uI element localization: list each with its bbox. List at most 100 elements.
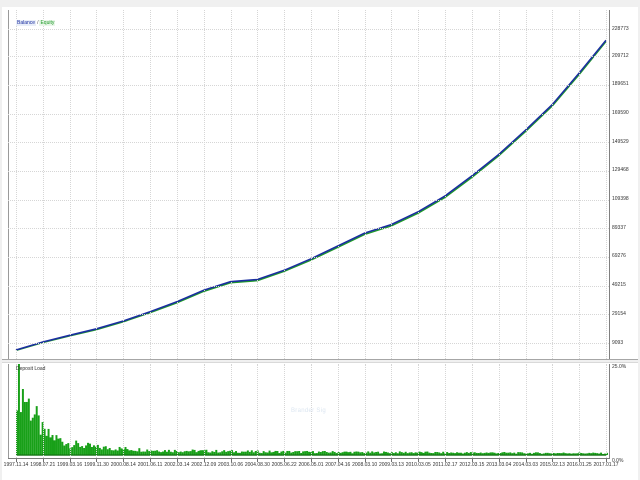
deposit-load-bar bbox=[458, 452, 460, 455]
gridline-vertical bbox=[284, 364, 286, 458]
gridline-vertical bbox=[123, 10, 125, 359]
deposit-load-bar bbox=[17, 364, 20, 455]
deposit-load-bar bbox=[487, 452, 490, 455]
y-axis-tick-label: 189651 bbox=[612, 81, 629, 88]
deposit-load-bar bbox=[53, 440, 56, 455]
deposit-load-bar bbox=[566, 453, 569, 455]
deposit-load-bar bbox=[448, 452, 451, 455]
deposit-load-bar bbox=[546, 452, 549, 455]
deposit-load-bar bbox=[361, 452, 364, 455]
deposit-load-bar bbox=[481, 453, 484, 455]
deposit-load-bar bbox=[477, 453, 480, 455]
deposit-load-bar bbox=[181, 452, 184, 455]
deposit-load-bar bbox=[154, 450, 157, 455]
deposit-load-bar bbox=[355, 451, 358, 455]
deposit-load-bar bbox=[292, 451, 295, 455]
legend-equity-label[interactable]: Equity bbox=[39, 20, 56, 26]
deposit-load-bar bbox=[229, 450, 232, 455]
deposit-load-bar bbox=[392, 453, 395, 455]
deposit-load-bar bbox=[179, 451, 182, 455]
deposit-load-bar bbox=[454, 453, 457, 455]
deposit-load-bar bbox=[89, 443, 91, 455]
deposit-load-bar bbox=[532, 452, 535, 455]
deposit-load-bar bbox=[112, 450, 115, 455]
deposit-load-bar bbox=[313, 453, 316, 455]
deposit-load-bar bbox=[388, 453, 391, 455]
gridline-vertical bbox=[552, 364, 554, 458]
panel-splitter[interactable] bbox=[2, 359, 638, 363]
deposit-load-bar bbox=[254, 451, 257, 455]
deposit-load-bar bbox=[67, 443, 70, 455]
deposit-load-bar bbox=[406, 453, 409, 455]
deposit-load-bar bbox=[586, 453, 589, 455]
gridline-vertical bbox=[606, 364, 607, 458]
deposit-load-bar bbox=[600, 452, 603, 455]
gridline-horizontal bbox=[8, 343, 609, 344]
deposit-load-bar bbox=[146, 449, 149, 455]
window-right-border bbox=[638, 0, 640, 480]
deposit-load-bar bbox=[250, 450, 253, 455]
deposit-load-bar bbox=[128, 450, 131, 455]
y-axis-line bbox=[8, 10, 9, 359]
gridline-horizontal bbox=[8, 84, 609, 86]
deposit-load-bar bbox=[357, 451, 360, 455]
gridline-horizontal bbox=[8, 228, 609, 230]
deposit-load-bar bbox=[124, 447, 127, 455]
deposit-load-bar bbox=[156, 450, 159, 455]
gridline-horizontal bbox=[8, 199, 609, 201]
deposit-load-bar bbox=[27, 398, 30, 455]
deposit-load-bar bbox=[400, 452, 403, 455]
deposit-load-bar bbox=[483, 452, 486, 455]
deposit-load-bar bbox=[428, 452, 431, 455]
deposit-load-bar bbox=[386, 452, 389, 455]
deposit-load-bar bbox=[39, 434, 42, 455]
gridline-vertical bbox=[176, 10, 178, 359]
deposit-load-bar bbox=[288, 450, 291, 455]
gridline-vertical bbox=[150, 364, 152, 458]
deposit-load-bar bbox=[507, 452, 510, 455]
deposit-load-bar bbox=[270, 452, 273, 455]
x-axis-tick-label: 2008.03.10 bbox=[352, 462, 378, 468]
deposit-load-bar bbox=[201, 450, 204, 455]
gridline-vertical bbox=[203, 10, 205, 359]
deposit-load-bar bbox=[495, 453, 498, 455]
deposit-load-bar bbox=[290, 452, 293, 455]
deposit-load-bar bbox=[438, 452, 441, 455]
deposit-load-bar bbox=[398, 451, 401, 455]
deposit-load-bar bbox=[207, 452, 210, 455]
deposit-load-bar bbox=[173, 449, 176, 455]
deposit-load-bar bbox=[300, 452, 303, 455]
deposit-load-bar bbox=[594, 452, 597, 455]
deposit-load-bar bbox=[556, 453, 559, 455]
deposit-load-bar bbox=[529, 452, 532, 455]
y-axis-tick-label: 49215 bbox=[612, 282, 626, 289]
deposit-load-bar bbox=[237, 452, 239, 455]
deposit-load-bar bbox=[335, 453, 338, 455]
x-axis-tick-label: 2002.03.14 bbox=[164, 462, 190, 468]
y-axis-tick-label: 69276 bbox=[612, 253, 626, 260]
deposit-load-bar bbox=[503, 451, 506, 455]
deposit-load-bar bbox=[363, 453, 366, 455]
deposit-load-bar bbox=[59, 438, 62, 455]
deposit-load-bar bbox=[544, 452, 547, 455]
x-axis-tickbar bbox=[8, 458, 610, 462]
deposit-load-bar bbox=[215, 449, 218, 455]
deposit-load-bar bbox=[582, 453, 585, 455]
x-axis-tick-label: 2013.03.04 bbox=[486, 462, 512, 468]
deposit-load-bar bbox=[47, 428, 50, 455]
deposit-load-bar bbox=[213, 451, 216, 455]
deposit-load-bar bbox=[211, 451, 214, 455]
legend-balance-label[interactable]: Balance bbox=[16, 20, 37, 26]
x-axis-tick bbox=[150, 459, 152, 462]
deposit-load-bar bbox=[339, 452, 342, 455]
deposit-load-bar bbox=[521, 452, 524, 455]
deposit-load-bar bbox=[104, 446, 107, 455]
x-axis-tick-label: 1999.03.16 bbox=[57, 462, 83, 468]
chart-legend: Balance / Equity bbox=[16, 20, 56, 26]
deposit-load-bar bbox=[41, 422, 44, 455]
deposit-load-bar bbox=[278, 453, 281, 455]
gridline-vertical bbox=[445, 364, 447, 458]
x-axis-tick bbox=[364, 459, 366, 462]
deposit-load-bar bbox=[440, 453, 443, 455]
